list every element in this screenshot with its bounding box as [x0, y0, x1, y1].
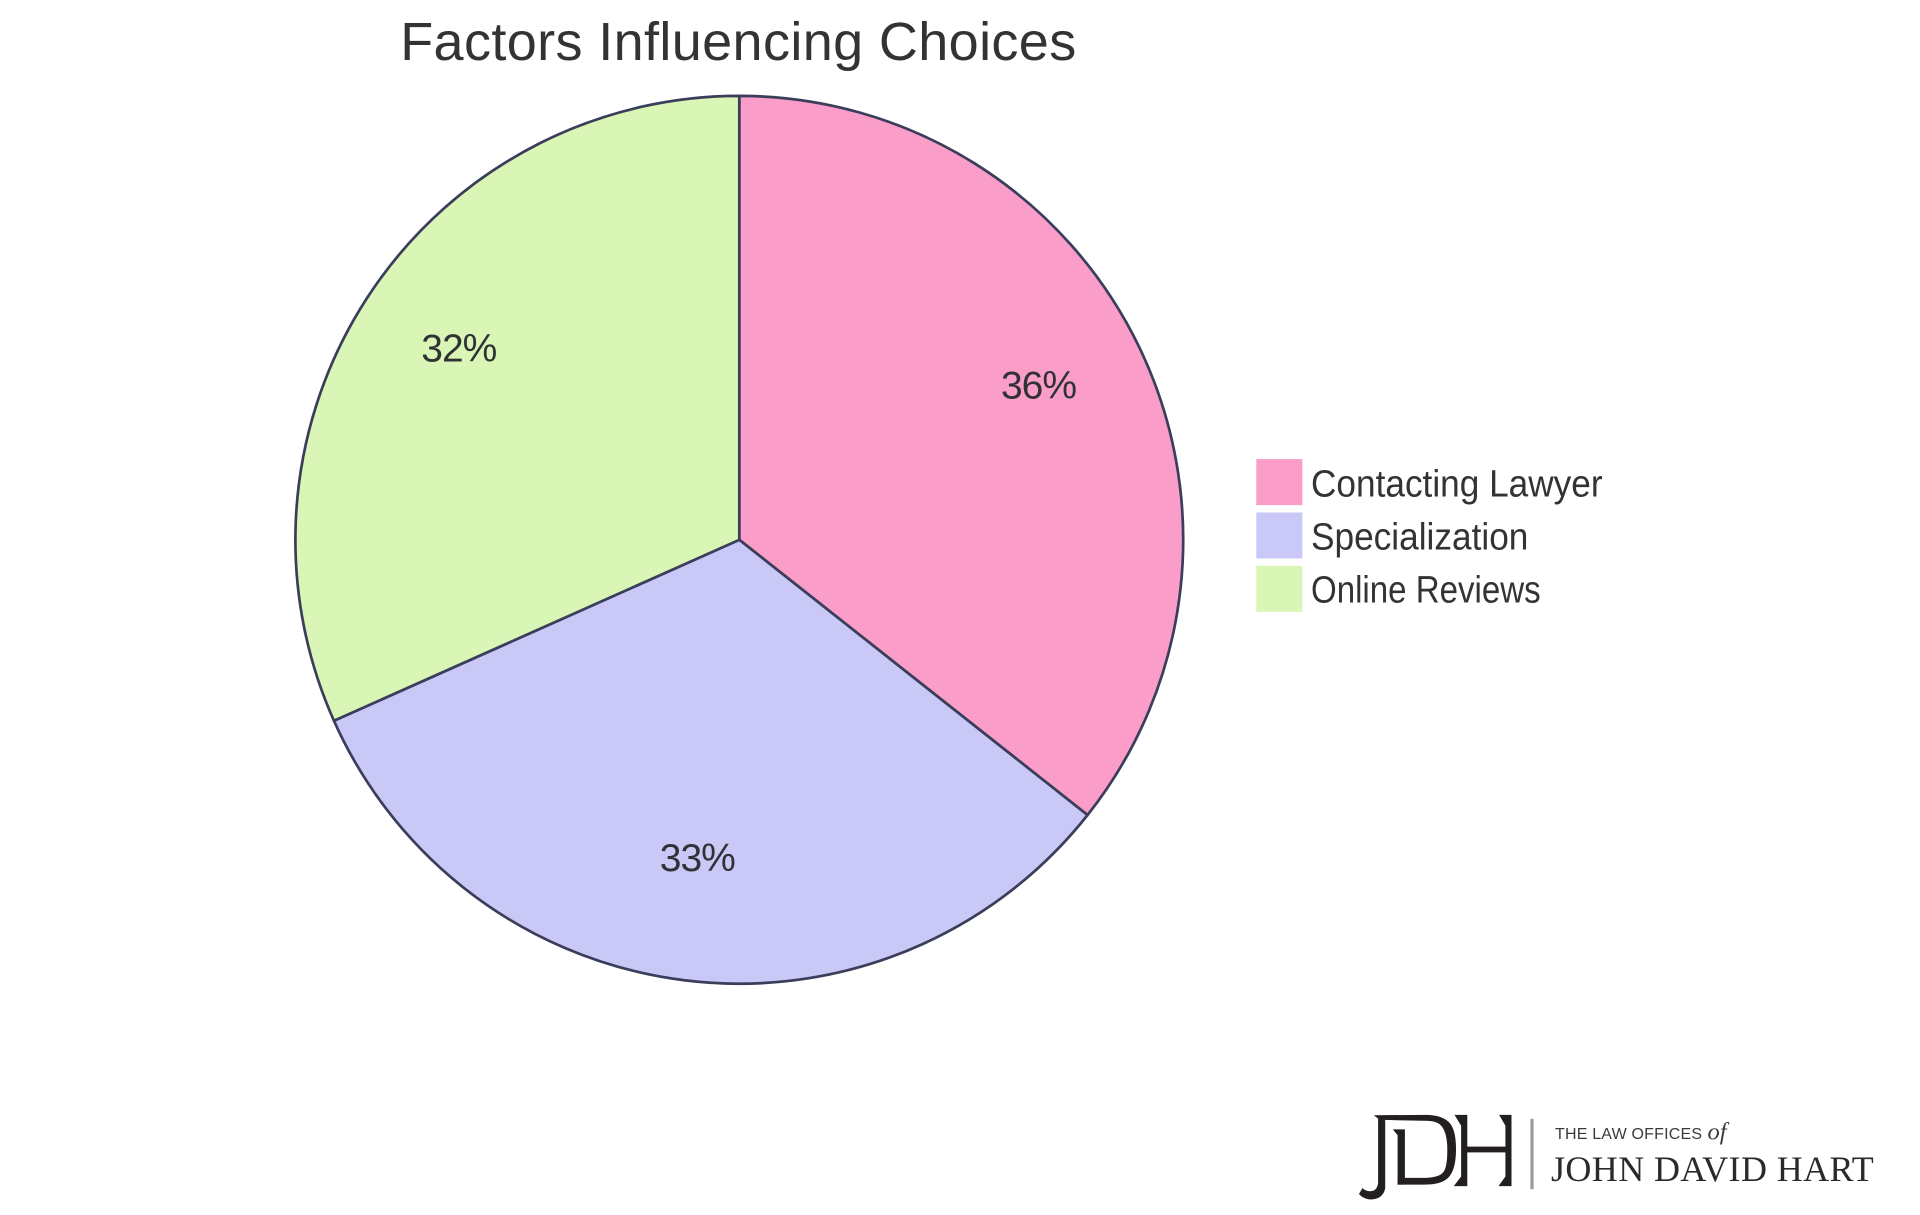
svg-text:of: of: [1708, 1119, 1730, 1146]
svg-text:33%: 33%: [660, 837, 735, 880]
svg-text:JOHN DAVID HART: JOHN DAVID HART: [1551, 1149, 1874, 1189]
svg-text:Factors Influencing Choices: Factors Influencing Choices: [400, 12, 1076, 72]
svg-text:32%: 32%: [421, 327, 496, 370]
svg-text:Contacting Lawyer: Contacting Lawyer: [1311, 464, 1603, 506]
svg-text:Specialization: Specialization: [1311, 517, 1528, 559]
svg-text:36%: 36%: [1001, 365, 1076, 408]
svg-text:THE LAW OFFICES: THE LAW OFFICES: [1555, 1126, 1702, 1143]
svg-text:Online Reviews: Online Reviews: [1311, 569, 1541, 611]
